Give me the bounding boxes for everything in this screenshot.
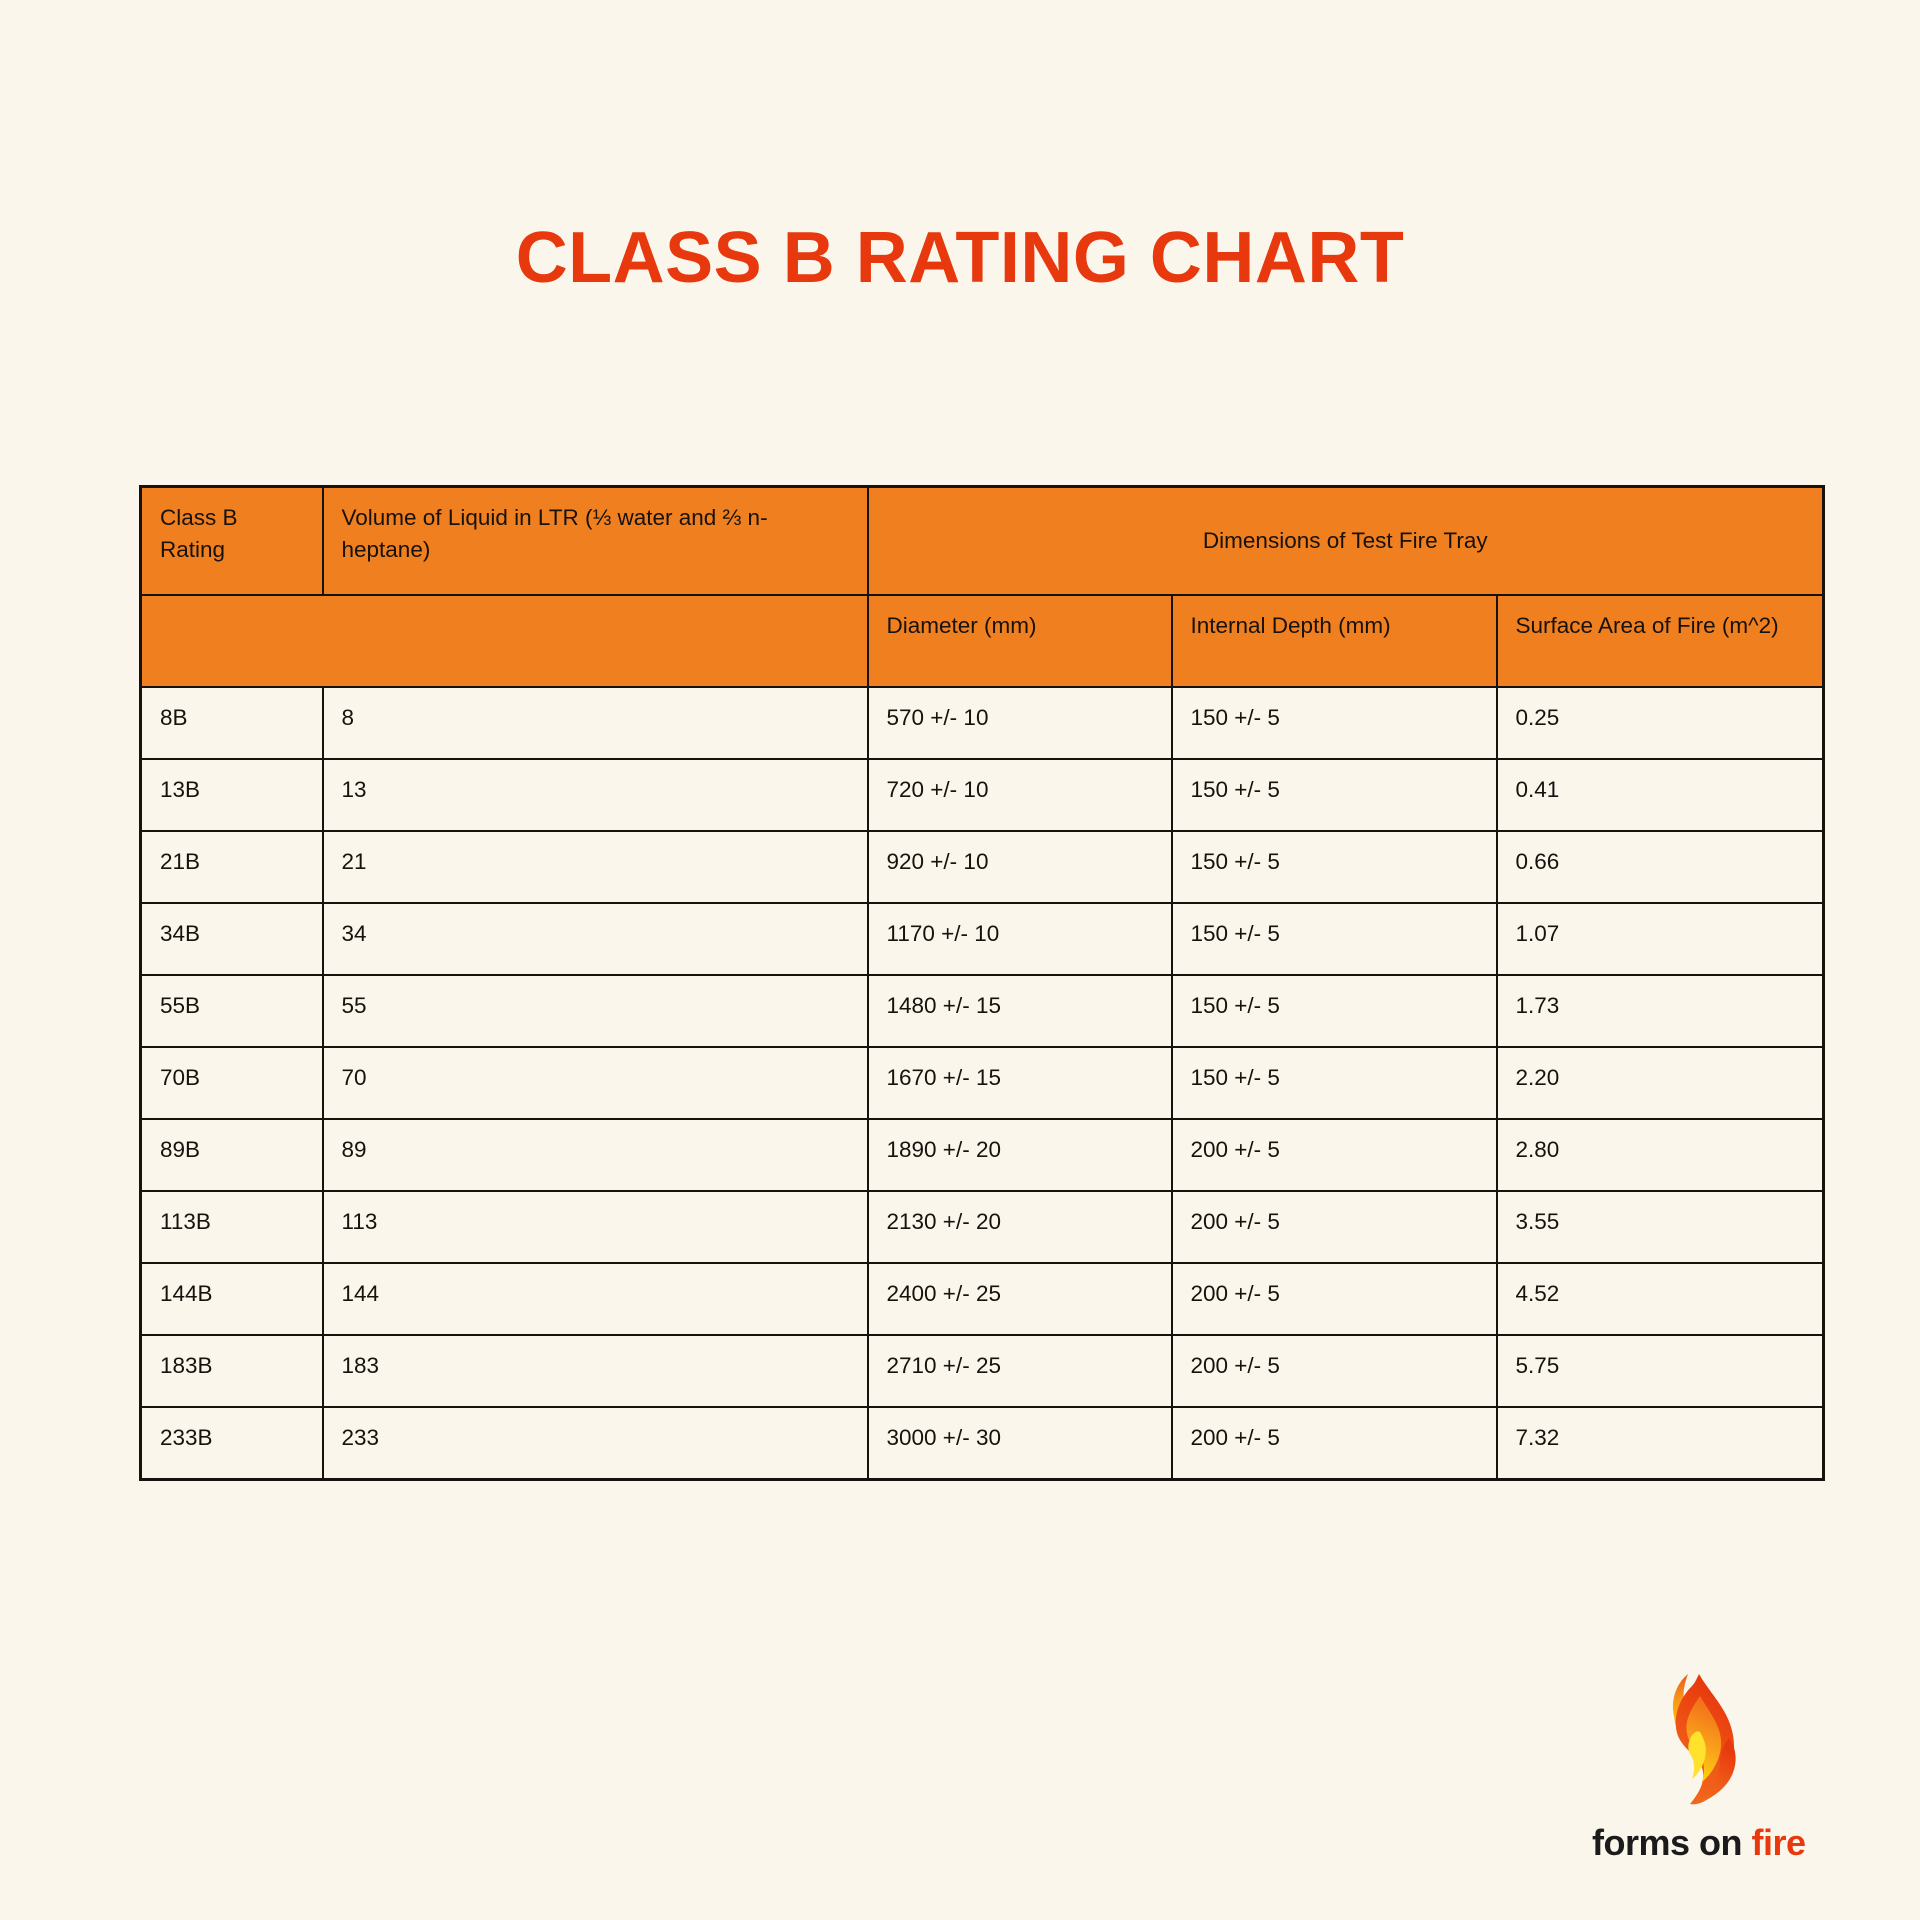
cell-diameter: 920 +/- 10	[866, 830, 1173, 904]
header-volume-of-liquid: Volume of Liquid in LTR (⅓ water and ⅔ n…	[321, 485, 869, 596]
cell-volume-of-liquid: 70	[321, 1046, 869, 1120]
cell-surface-area: 4.52	[1495, 1262, 1825, 1336]
cell-surface-area: 0.66	[1495, 830, 1825, 904]
cell-class-b-rating: 55B	[139, 974, 324, 1048]
cell-surface-area: 5.75	[1495, 1334, 1825, 1408]
flame-icon	[1650, 1672, 1770, 1820]
cell-diameter: 1480 +/- 15	[866, 974, 1173, 1048]
cell-volume-of-liquid: 144	[321, 1262, 869, 1336]
table-body: 8B 8 570 +/- 10 150 +/- 5 0.25 13B 13 720 +/- 1…	[139, 686, 1825, 1481]
table-row: 13B 13 720 +/- 10 150 +/- 5 0.41	[139, 758, 1825, 832]
cell-diameter: 720 +/- 10	[866, 758, 1173, 832]
cell-volume-of-liquid: 183	[321, 1334, 869, 1408]
cell-internal-depth: 150 +/- 5	[1170, 830, 1498, 904]
rating-table-container: Class B Rating Volume of Liquid in LTR (…	[139, 485, 1826, 1481]
cell-surface-area: 0.25	[1495, 686, 1825, 760]
header-sub-blank	[139, 594, 869, 688]
header-internal-depth: Internal Depth (mm)	[1170, 594, 1498, 688]
cell-volume-of-liquid: 34	[321, 902, 869, 976]
header-class-b-rating: Class B Rating	[139, 485, 324, 596]
cell-surface-area: 7.32	[1495, 1406, 1825, 1481]
table-header: Class B Rating Volume of Liquid in LTR (…	[139, 485, 1825, 688]
logo-text-accent: fire	[1751, 1822, 1807, 1863]
cell-diameter: 1170 +/- 10	[866, 902, 1173, 976]
page-title: CLASS B RATING CHART	[515, 218, 1405, 298]
cell-class-b-rating: 21B	[139, 830, 324, 904]
cell-class-b-rating: 113B	[139, 1190, 324, 1264]
cell-class-b-rating: 144B	[139, 1262, 324, 1336]
cell-diameter: 3000 +/- 30	[866, 1406, 1173, 1481]
cell-surface-area: 2.20	[1495, 1046, 1825, 1120]
cell-diameter: 570 +/- 10	[866, 686, 1173, 760]
cell-volume-of-liquid: 8	[321, 686, 869, 760]
cell-internal-depth: 150 +/- 5	[1170, 974, 1498, 1048]
cell-class-b-rating: 89B	[139, 1118, 324, 1192]
cell-volume-of-liquid: 233	[321, 1406, 869, 1481]
cell-internal-depth: 150 +/- 5	[1170, 1046, 1498, 1120]
cell-diameter: 1670 +/- 15	[866, 1046, 1173, 1120]
cell-class-b-rating: 8B	[139, 686, 324, 760]
table-row: 21B 21 920 +/- 10 150 +/- 5 0.66	[139, 830, 1825, 904]
cell-surface-area: 1.07	[1495, 902, 1825, 976]
cell-class-b-rating: 34B	[139, 902, 324, 976]
logo-text-dark: forms on	[1592, 1822, 1743, 1863]
cell-surface-area: 2.80	[1495, 1118, 1825, 1192]
cell-volume-of-liquid: 55	[321, 974, 869, 1048]
table-row: 113B 113 2130 +/- 20 200 +/- 5 3.55	[139, 1190, 1825, 1264]
header-diameter: Diameter (mm)	[866, 594, 1173, 688]
cell-surface-area: 0.41	[1495, 758, 1825, 832]
cell-volume-of-liquid: 89	[321, 1118, 869, 1192]
table-row: 8B 8 570 +/- 10 150 +/- 5 0.25	[139, 686, 1825, 760]
class-b-rating-table: Class B Rating Volume of Liquid in LTR (…	[139, 485, 1826, 1481]
cell-diameter: 2400 +/- 25	[866, 1262, 1173, 1336]
forms-on-fire-logo: forms on fire	[1592, 1672, 1852, 1872]
cell-diameter: 2710 +/- 25	[866, 1334, 1173, 1408]
table-header-row-group: Class B Rating Volume of Liquid in LTR (…	[139, 485, 1825, 596]
cell-surface-area: 3.55	[1495, 1190, 1825, 1264]
header-surface-area-of-fire: Surface Area of Fire (m^2)	[1495, 594, 1825, 688]
cell-diameter: 1890 +/- 20	[866, 1118, 1173, 1192]
cell-internal-depth: 150 +/- 5	[1170, 758, 1498, 832]
cell-diameter: 2130 +/- 20	[866, 1190, 1173, 1264]
logo-wordmark: forms on fire	[1592, 1822, 1852, 1864]
cell-internal-depth: 200 +/- 5	[1170, 1406, 1498, 1481]
cell-internal-depth: 150 +/- 5	[1170, 902, 1498, 976]
table-row: 144B 144 2400 +/- 25 200 +/- 5 4.52	[139, 1262, 1825, 1336]
cell-internal-depth: 200 +/- 5	[1170, 1190, 1498, 1264]
cell-class-b-rating: 13B	[139, 758, 324, 832]
table-row: 89B 89 1890 +/- 20 200 +/- 5 2.80	[139, 1118, 1825, 1192]
table-row: 70B 70 1670 +/- 15 150 +/- 5 2.20	[139, 1046, 1825, 1120]
cell-internal-depth: 200 +/- 5	[1170, 1118, 1498, 1192]
cell-internal-depth: 150 +/- 5	[1170, 686, 1498, 760]
table-row: 34B 34 1170 +/- 10 150 +/- 5 1.07	[139, 902, 1825, 976]
cell-volume-of-liquid: 13	[321, 758, 869, 832]
table-header-row-sub: Diameter (mm) Internal Depth (mm) Surfac…	[139, 594, 1825, 688]
table-row: 55B 55 1480 +/- 15 150 +/- 5 1.73	[139, 974, 1825, 1048]
table-row: 233B 233 3000 +/- 30 200 +/- 5 7.32	[139, 1406, 1825, 1481]
cell-class-b-rating: 183B	[139, 1334, 324, 1408]
cell-internal-depth: 200 +/- 5	[1170, 1262, 1498, 1336]
cell-volume-of-liquid: 113	[321, 1190, 869, 1264]
table-row: 183B 183 2710 +/- 25 200 +/- 5 5.75	[139, 1334, 1825, 1408]
cell-class-b-rating: 70B	[139, 1046, 324, 1120]
cell-surface-area: 1.73	[1495, 974, 1825, 1048]
cell-class-b-rating: 233B	[139, 1406, 324, 1481]
cell-volume-of-liquid: 21	[321, 830, 869, 904]
header-dimensions-of-test-fire-tray: Dimensions of Test Fire Tray	[866, 485, 1825, 596]
cell-internal-depth: 200 +/- 5	[1170, 1334, 1498, 1408]
